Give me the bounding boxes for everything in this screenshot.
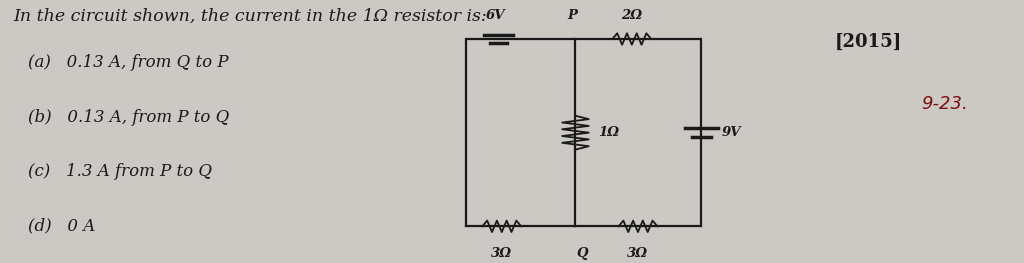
Text: (c)   1.3 A from P to Q: (c) 1.3 A from P to Q — [28, 163, 212, 180]
Text: Q: Q — [575, 247, 588, 260]
Text: 3Ω: 3Ω — [628, 247, 648, 260]
Text: [2015]: [2015] — [835, 33, 902, 50]
Text: 3Ω: 3Ω — [492, 247, 512, 260]
Text: 9-23.: 9-23. — [922, 95, 969, 113]
Text: 6V: 6V — [485, 9, 506, 22]
Text: 2Ω: 2Ω — [622, 9, 642, 22]
Text: 9V: 9V — [722, 126, 741, 139]
Text: P: P — [567, 9, 578, 22]
Text: (d)   0 A: (d) 0 A — [28, 218, 95, 235]
Text: (a)   0.13 A, from Q to P: (a) 0.13 A, from Q to P — [28, 54, 228, 71]
Text: 1Ω: 1Ω — [598, 126, 620, 139]
Text: (b)   0.13 A, from P to Q: (b) 0.13 A, from P to Q — [28, 109, 229, 125]
Text: In the circuit shown, the current in the 1Ω resistor is:: In the circuit shown, the current in the… — [13, 8, 487, 25]
